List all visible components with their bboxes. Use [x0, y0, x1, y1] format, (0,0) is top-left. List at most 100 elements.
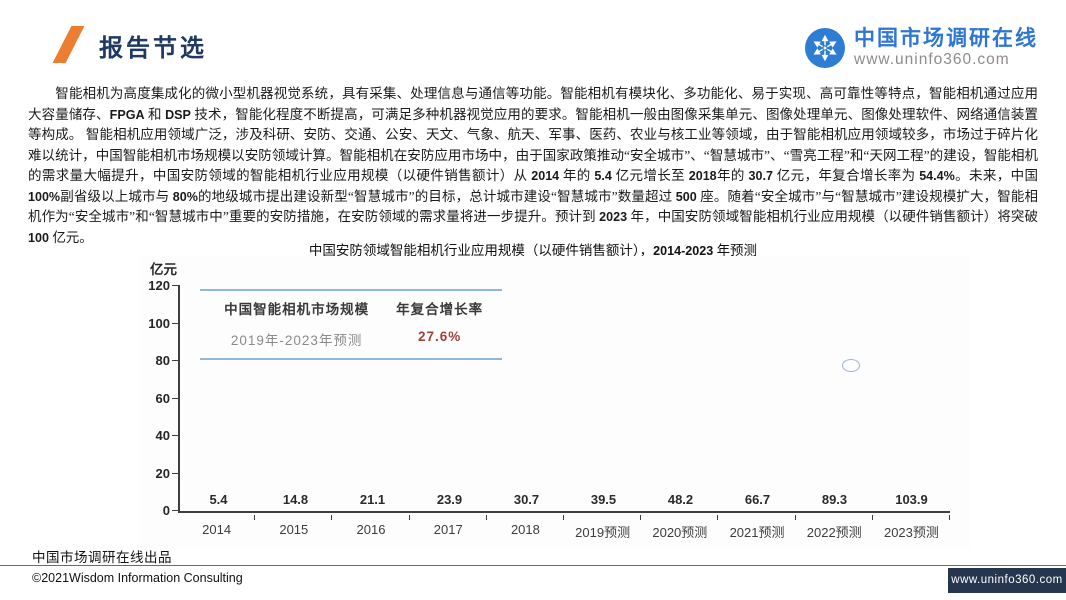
brand-name: 中国市场调研在线 — [854, 27, 1038, 50]
x-label-2018: 2018 — [510, 522, 540, 537]
bar-value-label: 48.2 — [667, 492, 694, 507]
bar-column-2023预测: 103.9 — [873, 492, 950, 511]
bar-column-2014: 5.4 — [180, 492, 257, 511]
bold-text-run: DSP — [165, 107, 191, 122]
legend-header-cagr: 年复合增长率 — [396, 302, 484, 317]
chart-title: 中国安防领域智能相机行业应用规模（以硬件销售额计），2014-2023 年预测 — [0, 239, 1066, 259]
y-tick-label: 100 — [148, 315, 170, 331]
y-tick-mark — [172, 510, 180, 511]
bar-value-label: 21.1 — [359, 492, 386, 507]
bold-text-run: 80% — [172, 189, 198, 204]
x-axis-labels: 2014 2015 2016 2017 2018 2019预测 2020预测 2021预测 20… — [178, 522, 950, 541]
footer-produced-by: 中国市场调研在线出品 — [32, 550, 172, 565]
brand-logo: 中国市场调研在线 www.uninfo360.com — [805, 27, 1038, 69]
y-tick-label: 0 — [162, 503, 170, 518]
y-tick-label: 60 — [155, 390, 170, 406]
x-tick-mark — [178, 515, 256, 520]
bar-column-2016: 21.1 — [334, 492, 411, 511]
footer-copyright: ©2021Wisdom Information Consulting — [32, 571, 243, 585]
text-run: 年，中国安防领域智能相机行业应用规模（以硬件销售额计）将突破 — [627, 209, 1039, 224]
bar-value-label: 66.7 — [744, 492, 771, 507]
text-run: 的地级城市提出建设新型“智慧城市”的目标，总计城市建设“智慧城市”数量超过 — [197, 188, 676, 204]
bold-text-run: 5.4 — [594, 169, 612, 183]
bold-text-run: 2014 — [531, 169, 560, 183]
legend-cagr-value: 27.6% — [418, 329, 462, 344]
legend-forecast-period: 2019年-2023年预测 — [230, 333, 363, 348]
text-run: 。未来，中国 — [954, 168, 1039, 183]
brand-url-link[interactable]: www.uninfo360.com — [854, 51, 1010, 68]
report-paragraph: 智能相机为高度集成化的微小型机器视觉系统，具有采集、处理信息与通信等功能。智能相… — [28, 84, 1038, 248]
y-tick-label: 80 — [155, 353, 170, 369]
text-run: 亿元，年复合增长率为 — [772, 168, 920, 183]
x-label-2015: 2015 — [279, 522, 309, 537]
text-run: 技术，智能化程度不断提高，可满足多种机器视觉应用的要求。智能相机一般由图像采集单… — [28, 106, 1039, 184]
x-tick-mark — [796, 515, 873, 520]
legend-header-market-size: 中国智能相机市场规模 — [224, 302, 370, 317]
snowflake-logo-icon — [805, 28, 845, 68]
text-run: 年的 — [716, 168, 749, 183]
text-run: 亿元。 — [48, 229, 93, 245]
text-run: 年预测 — [713, 243, 758, 258]
x-label-2023预测: 2023预测 — [883, 525, 939, 540]
bar-value-label: 23.9 — [436, 492, 463, 507]
header-accent-slash — [52, 26, 85, 63]
page-title: 报告节选 — [99, 35, 207, 62]
x-tick-mark — [564, 515, 642, 520]
x-axis-ticks — [178, 515, 951, 520]
y-tick-mark — [172, 360, 180, 362]
y-tick-mark — [172, 472, 180, 474]
bar-column-2015: 14.8 — [257, 492, 334, 511]
footer-divider — [0, 565, 1066, 566]
x-label-2020预测: 2020预测 — [652, 525, 708, 540]
x-tick-mark — [718, 515, 796, 520]
y-tick-label: 40 — [155, 428, 170, 444]
bold-text-run: 2018 — [688, 169, 717, 183]
chart-plot-area: 0 20 40 60 80 100 120 5.4 14.8 21.1 23.9 30.7 39.5 4… — [148, 278, 950, 518]
bar-value-label: 30.7 — [513, 492, 540, 507]
x-label-2016: 2016 — [356, 522, 386, 537]
cagr-legend-table: 中国智能相机市场规模 年复合增长率 2019年-2023年预测 27.6% — [200, 289, 502, 360]
bar-column-2022预测: 89.3 — [796, 492, 873, 511]
bold-text-run: FPGA — [109, 107, 145, 122]
x-label-2022预测: 2022预测 — [806, 525, 862, 540]
footer-site-link[interactable]: www.uninfo360.com — [948, 568, 1066, 593]
y-tick-mark — [172, 397, 180, 399]
bold-text-run: 500 — [675, 189, 697, 204]
bar-column-2018: 30.7 — [488, 492, 565, 511]
x-tick-mark — [873, 515, 951, 520]
bar-value-label: 5.4 — [209, 492, 228, 507]
bar-column-2021预测: 66.7 — [719, 492, 796, 511]
text-run: 年的 — [559, 168, 595, 183]
text-run: 座。随着“安全城市”与“智慧城市”建设规模扩大，智能相机作为“安全城市”和“智慧… — [28, 188, 1039, 225]
bar-chart: 亿元 0 20 40 60 80 100 120 5.4 14.8 21.1 23.9 30.7 39… — [140, 256, 970, 548]
x-label-2017: 2017 — [433, 522, 463, 537]
bar-column-2017: 23.9 — [411, 492, 488, 511]
x-tick-mark — [487, 515, 565, 520]
y-tick-mark — [172, 322, 180, 324]
bar-value-label: 89.3 — [821, 492, 848, 507]
y-tick-mark — [172, 285, 180, 286]
x-label-2014: 2014 — [202, 522, 232, 537]
bold-text-run: 30.7 — [748, 169, 773, 183]
y-tick-label: 20 — [155, 465, 170, 481]
bar-value-label: 103.9 — [895, 492, 928, 507]
bold-text-run: 54.4% — [919, 169, 955, 183]
bold-text-run: 2023 — [599, 210, 628, 224]
bar-value-label: 39.5 — [590, 492, 617, 507]
bold-text-run: 100 — [28, 230, 49, 245]
text-run: 亿元增长至 — [611, 168, 689, 183]
bold-text-run: 2014-2023 — [653, 244, 714, 258]
x-tick-mark — [410, 515, 487, 520]
bars-group: 5.4 14.8 21.1 23.9 30.7 39.5 48.2 66.7 89.3 103.9 — [180, 286, 950, 511]
text-run: 和 — [144, 106, 166, 122]
y-tick-label: 120 — [148, 278, 170, 293]
y-tick-mark — [172, 435, 180, 437]
text-run: 智能相机为高度集成化的微小型机器视觉系统，具有采集、处理信息与通信等功能。智能相… — [28, 86, 1038, 122]
x-tick-mark — [332, 515, 410, 520]
ellipse-annotation — [842, 359, 860, 372]
text-run: 副省级以上城市与 — [60, 188, 173, 204]
bar-column-2020预测: 48.2 — [642, 492, 719, 511]
bar-column-2019预测: 39.5 — [565, 492, 642, 511]
x-tick-mark — [641, 515, 719, 520]
